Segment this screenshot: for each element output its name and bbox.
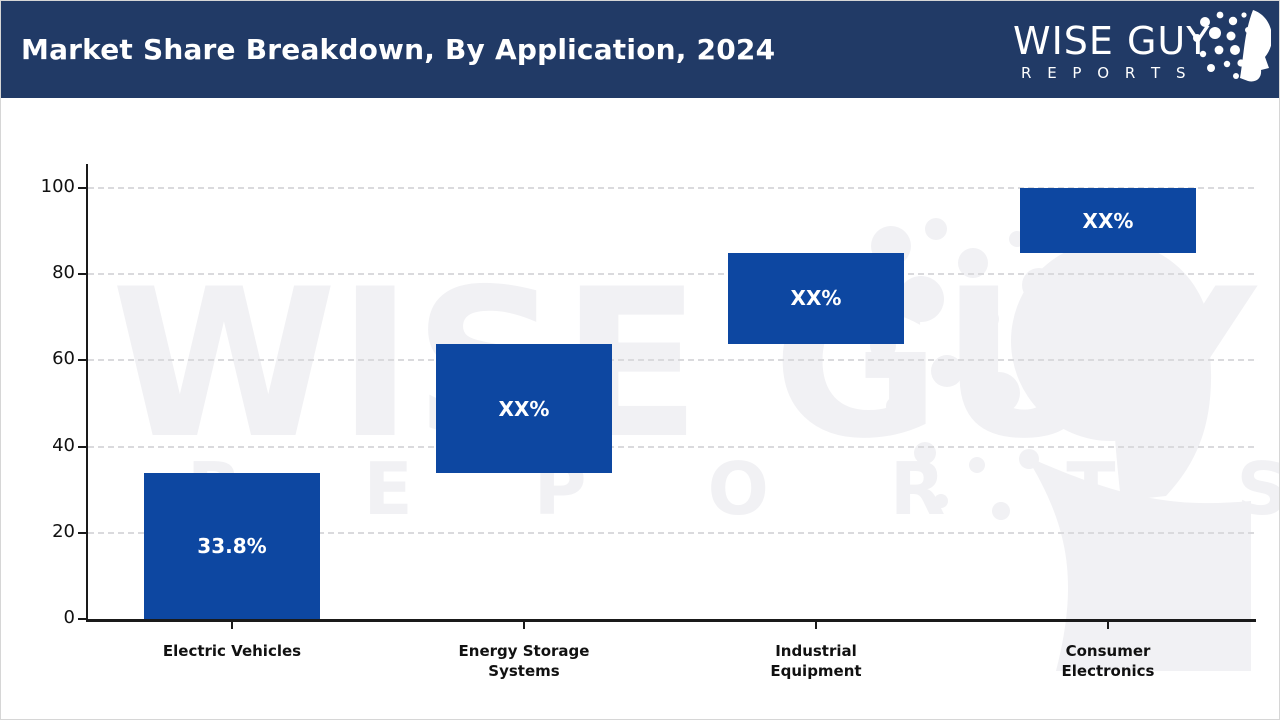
y-tick [78, 359, 86, 362]
bar-value-label: XX% [498, 396, 550, 421]
gridline [88, 445, 1254, 448]
gridline [88, 359, 1254, 362]
x-axis-label: Electric Vehicles [162, 642, 302, 660]
bar-2: XX% [436, 343, 612, 474]
x-tick [815, 622, 817, 629]
y-tick-label: 60 [52, 348, 75, 370]
wiseguy-logo: WISE GUY R E P O R T S [1013, 10, 1271, 82]
x-axis-label: Energy Storage Systems [458, 642, 590, 681]
y-tick-label: 100 [40, 176, 75, 198]
logo-head-icon [1193, 10, 1271, 82]
y-tick-label: 20 [52, 520, 75, 542]
x-tick [231, 622, 233, 629]
bar-1: 33.8% [144, 473, 320, 619]
x-tick [1107, 622, 1109, 629]
logo-wordmark: WISE GUY [1013, 19, 1210, 63]
y-tick-label: 80 [52, 262, 75, 284]
bar-value-label: XX% [790, 286, 842, 311]
bar-value-label: 33.8% [197, 534, 267, 559]
header-bar: Market Share Breakdown, By Application, … [1, 1, 1279, 98]
x-axis-spine [86, 619, 1256, 622]
y-tick [78, 187, 86, 190]
gridline [88, 187, 1254, 190]
gridline [88, 273, 1254, 276]
logo-subtitle: R E P O R T S [1021, 64, 1191, 82]
bar-value-label: XX% [1082, 208, 1134, 233]
gridline [88, 531, 1254, 534]
y-axis-spine [86, 164, 88, 621]
x-axis-label: Industrial Equipment [770, 642, 862, 681]
bar-4: XX% [1020, 188, 1196, 254]
y-tick [78, 445, 86, 448]
y-tick [78, 531, 86, 534]
y-tick [78, 618, 86, 620]
y-tick-label: 0 [63, 607, 75, 628]
x-tick [523, 622, 525, 629]
page-title: Market Share Breakdown, By Application, … [21, 33, 776, 66]
y-tick-label: 40 [52, 434, 75, 456]
x-axis-label: Consumer Electronics [1061, 642, 1155, 681]
bar-3: XX% [728, 253, 904, 344]
y-tick [78, 273, 86, 276]
